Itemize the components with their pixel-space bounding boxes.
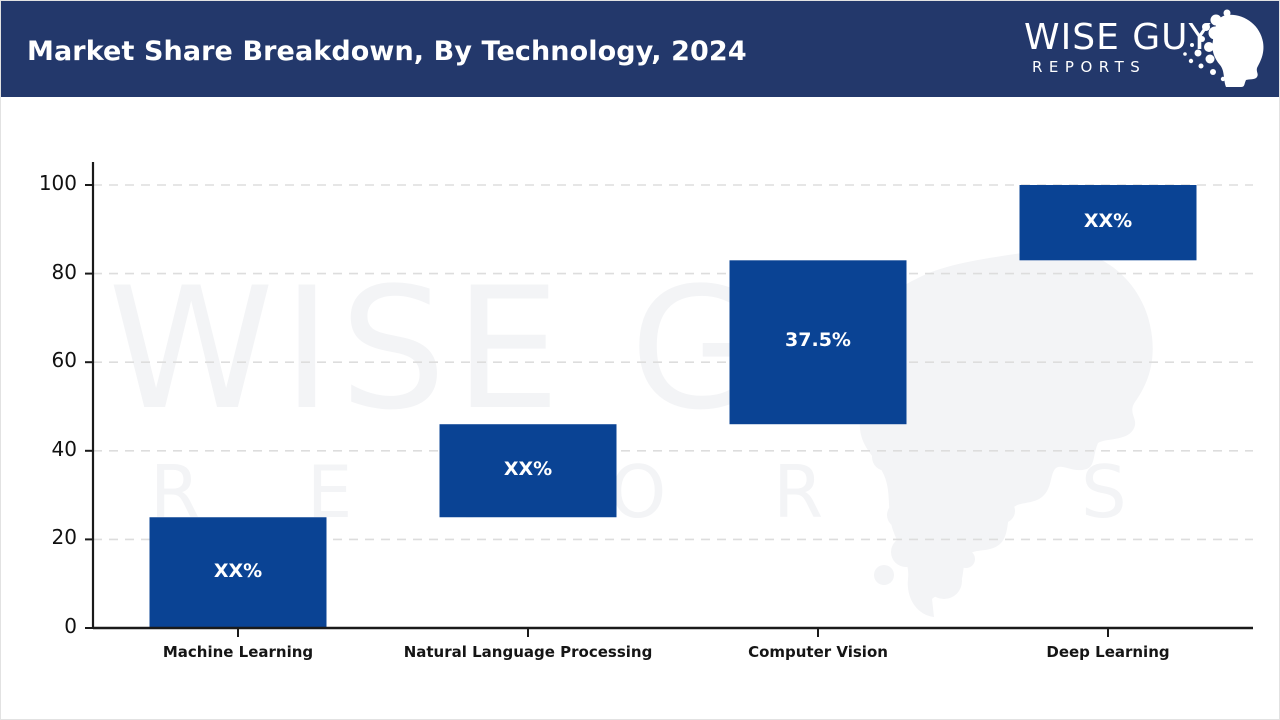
y-axis-tick-label: 80 (51, 259, 77, 284)
y-axis-tick-label: 40 (51, 436, 77, 461)
axis-ticks (85, 184, 1109, 637)
bar-value-label: XX% (213, 559, 263, 582)
bar-value-label: XX% (503, 457, 553, 480)
y-axis-tick-label: 20 (51, 525, 77, 550)
y-axis-tick-label: 60 (51, 348, 77, 373)
y-axis-tick-label: 0 (64, 614, 77, 638)
x-axis-category-label: Computer Vision (748, 643, 888, 661)
chart-container: WISE GU R E P O R T S (0, 97, 1280, 720)
bar[interactable] (149, 517, 327, 628)
page-title: Market Share Breakdown, By Technology, 2… (27, 36, 747, 67)
plot-surface (0, 97, 1280, 720)
axis-lines (91, 162, 1253, 630)
wise-guy-reports-logo: WISE GUY REPORTS (1020, 9, 1272, 87)
x-axis-category-label: Deep Learning (1046, 643, 1170, 661)
x-axis-category-label: Machine Learning (162, 643, 314, 661)
bar[interactable] (439, 424, 617, 518)
bar-value-label: 37.5% (785, 329, 851, 352)
x-axis-category-label: Natural Language Processing (403, 643, 653, 661)
bar-value-label: XX% (1083, 209, 1133, 232)
svg-text:REPORTS: REPORTS (1032, 58, 1146, 76)
header-bar: Market Share Breakdown, By Technology, 2… (0, 0, 1280, 97)
svg-text:WISE GUY: WISE GUY (1024, 17, 1212, 58)
bar[interactable] (1019, 185, 1197, 261)
y-axis-tick-label: 100 (38, 171, 77, 195)
